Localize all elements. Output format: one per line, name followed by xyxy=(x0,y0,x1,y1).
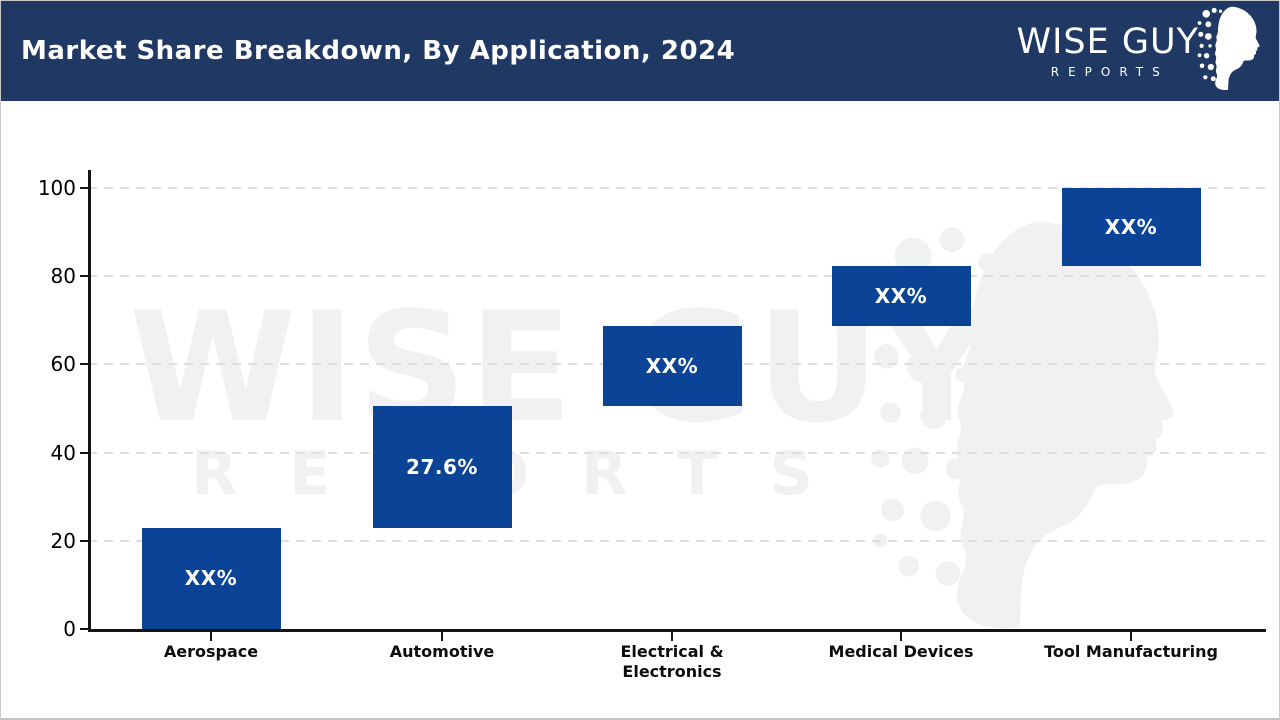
y-axis-line xyxy=(88,170,91,632)
brand-logo: WISE GUY REPORTS xyxy=(1016,1,1271,101)
y-axis-tick xyxy=(80,451,88,454)
category-label: Automotive xyxy=(389,642,495,661)
y-axis-tick xyxy=(80,628,88,630)
bar-tool-manufacturing: XX% xyxy=(1061,188,1201,267)
header-bar: Market Share Breakdown, By Application, … xyxy=(1,1,1279,101)
y-axis-tick xyxy=(80,539,88,542)
y-axis-tick-label: 80 xyxy=(50,264,76,289)
category-label: Aerospace xyxy=(163,642,259,661)
bar-medical-devices: XX% xyxy=(831,266,971,327)
bar-value-label: XX% xyxy=(874,284,928,309)
gridline-100 xyxy=(88,187,1266,189)
y-axis-tick-label: 60 xyxy=(50,352,76,377)
bar-aerospace: XX% xyxy=(141,527,281,629)
bar-value-label: XX% xyxy=(1104,215,1158,240)
bar-electrical-electronics: XX% xyxy=(602,326,742,406)
y-axis-tick-label: 20 xyxy=(50,528,76,553)
x-axis-tick xyxy=(210,632,212,641)
y-axis-tick xyxy=(80,187,88,189)
category-label: Medical Devices xyxy=(828,642,974,661)
page-title: Market Share Breakdown, By Application, … xyxy=(21,36,736,66)
category-label: Tool Manufacturing xyxy=(1044,642,1218,661)
x-axis-tick xyxy=(441,632,443,641)
bar-value-label: XX% xyxy=(645,353,699,378)
bar-value-label: XX% xyxy=(184,566,238,591)
gridline-20 xyxy=(88,539,1266,542)
chart-area: WISE GUY REPORTS 0 20 40 60 80 100 XX% Aerospac… xyxy=(1,101,1279,718)
x-axis-tick xyxy=(1130,632,1132,641)
brand-subtitle: REPORTS xyxy=(1050,64,1169,79)
bar-value-label: 27.6% xyxy=(406,454,478,479)
x-axis-tick xyxy=(671,632,673,641)
brand-logo-text: WISE GUY REPORTS xyxy=(1016,21,1199,79)
category-label: Electrical & Electronics xyxy=(620,642,724,681)
brand-head-icon xyxy=(1193,5,1271,97)
x-axis-line xyxy=(88,629,1266,632)
x-axis-tick xyxy=(900,632,902,641)
y-axis-tick-label: 100 xyxy=(37,176,76,200)
gridline-80 xyxy=(88,275,1266,278)
y-axis-tick xyxy=(80,275,88,278)
watermark-reports-text: REPORTS xyxy=(191,439,865,509)
y-axis-tick-label: 40 xyxy=(50,440,76,465)
y-axis-tick-label: 0 xyxy=(63,617,76,641)
y-axis-tick xyxy=(80,363,88,366)
brand-name: WISE GUY xyxy=(1016,21,1199,62)
bar-automotive: 27.6% xyxy=(372,405,512,528)
gridline-40 xyxy=(88,451,1266,454)
